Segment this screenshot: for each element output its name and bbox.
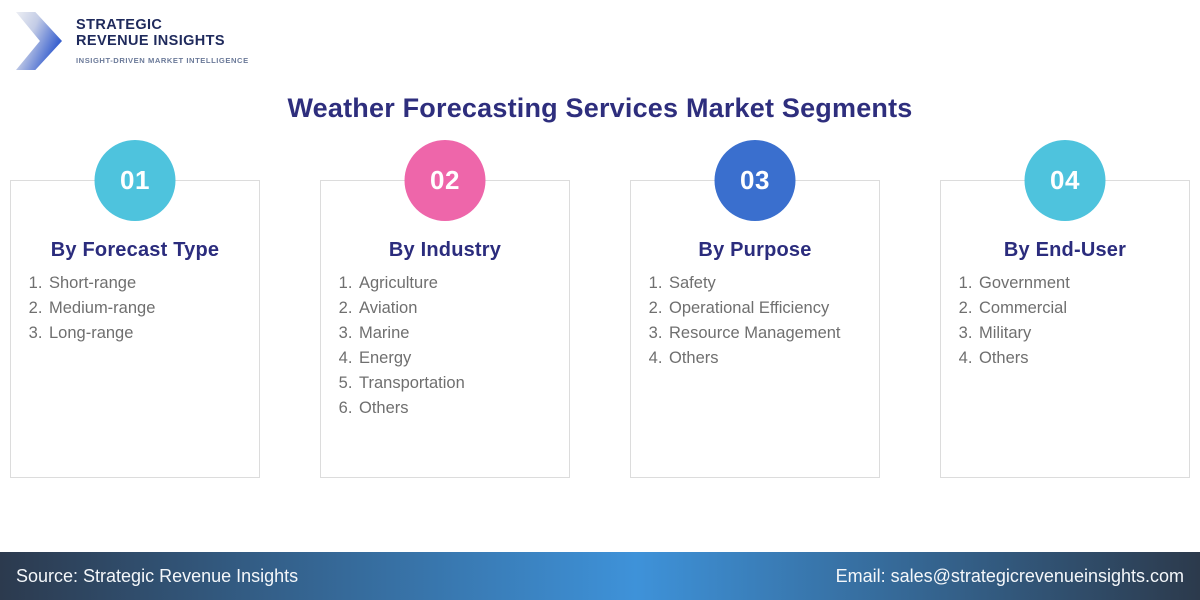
list-item: Others xyxy=(667,346,879,371)
chevron-arrow-icon xyxy=(16,12,62,70)
list-item: Others xyxy=(977,346,1189,371)
list-item: Agriculture xyxy=(357,271,569,296)
list-item: Short-range xyxy=(47,271,259,296)
segment-columns: 01 By Forecast Type Short-range Medium-r… xyxy=(10,140,1190,478)
logo-text: STRATEGIC REVENUE INSIGHTS INSIGHT-DRIVE… xyxy=(76,17,249,65)
card-heading-end-user: By End-User xyxy=(1003,239,1127,261)
card-purpose: 03 By Purpose Safety Operational Efficie… xyxy=(630,140,880,478)
list-item: Resource Management xyxy=(667,321,879,346)
badge-03: 03 xyxy=(714,140,796,221)
footer-email-text: Email: sales@strategicrevenueinsights.co… xyxy=(835,565,1184,586)
card-heading-purpose: By Purpose xyxy=(698,239,812,261)
list-item: Military xyxy=(977,321,1189,346)
list-item: Medium-range xyxy=(47,296,259,321)
card-forecast-type: 01 By Forecast Type Short-range Medium-r… xyxy=(10,140,260,478)
list-item: Long-range xyxy=(47,321,259,346)
list-item: Safety xyxy=(667,271,879,296)
logo-name-line2: REVENUE INSIGHTS xyxy=(76,33,226,49)
footer-bar: Source: Strategic Revenue Insights Email… xyxy=(0,552,1200,600)
page-title: Weather Forecasting Services Market Segm… xyxy=(287,93,913,123)
list-item: Commercial xyxy=(977,296,1189,321)
badge-04: 04 xyxy=(1024,140,1106,221)
card-list-purpose: Safety Operational Efficiency Resource M… xyxy=(649,271,879,371)
list-item: Operational Efficiency xyxy=(667,296,879,321)
list-item: Others xyxy=(357,396,569,421)
brand-logo: STRATEGIC REVENUE INSIGHTS INSIGHT-DRIVE… xyxy=(16,12,249,70)
badge-01: 01 xyxy=(94,140,176,221)
logo-name-line1: STRATEGIC xyxy=(76,16,163,33)
card-heading-industry: By Industry xyxy=(388,239,502,261)
card-end-user: 04 By End-User Government Commercial Mil… xyxy=(940,140,1190,478)
card-industry: 02 By Industry Agriculture Aviation Mari… xyxy=(320,140,570,478)
card-list-end-user: Government Commercial Military Others xyxy=(959,271,1189,371)
list-item: Marine xyxy=(357,321,569,346)
list-item: Energy xyxy=(357,346,569,371)
card-list-industry: Agriculture Aviation Marine Energy Trans… xyxy=(339,271,569,421)
list-item: Transportation xyxy=(357,371,569,396)
list-item: Government xyxy=(977,271,1189,296)
card-list-forecast-type: Short-range Medium-range Long-range xyxy=(29,271,259,346)
badge-02: 02 xyxy=(404,140,486,221)
list-item: Aviation xyxy=(357,296,569,321)
footer-source-text: Source: Strategic Revenue Insights xyxy=(16,565,299,586)
logo-tagline: INSIGHT-DRIVEN MARKET INTELLIGENCE xyxy=(76,56,249,66)
card-heading-forecast-type: By Forecast Type xyxy=(50,239,220,261)
